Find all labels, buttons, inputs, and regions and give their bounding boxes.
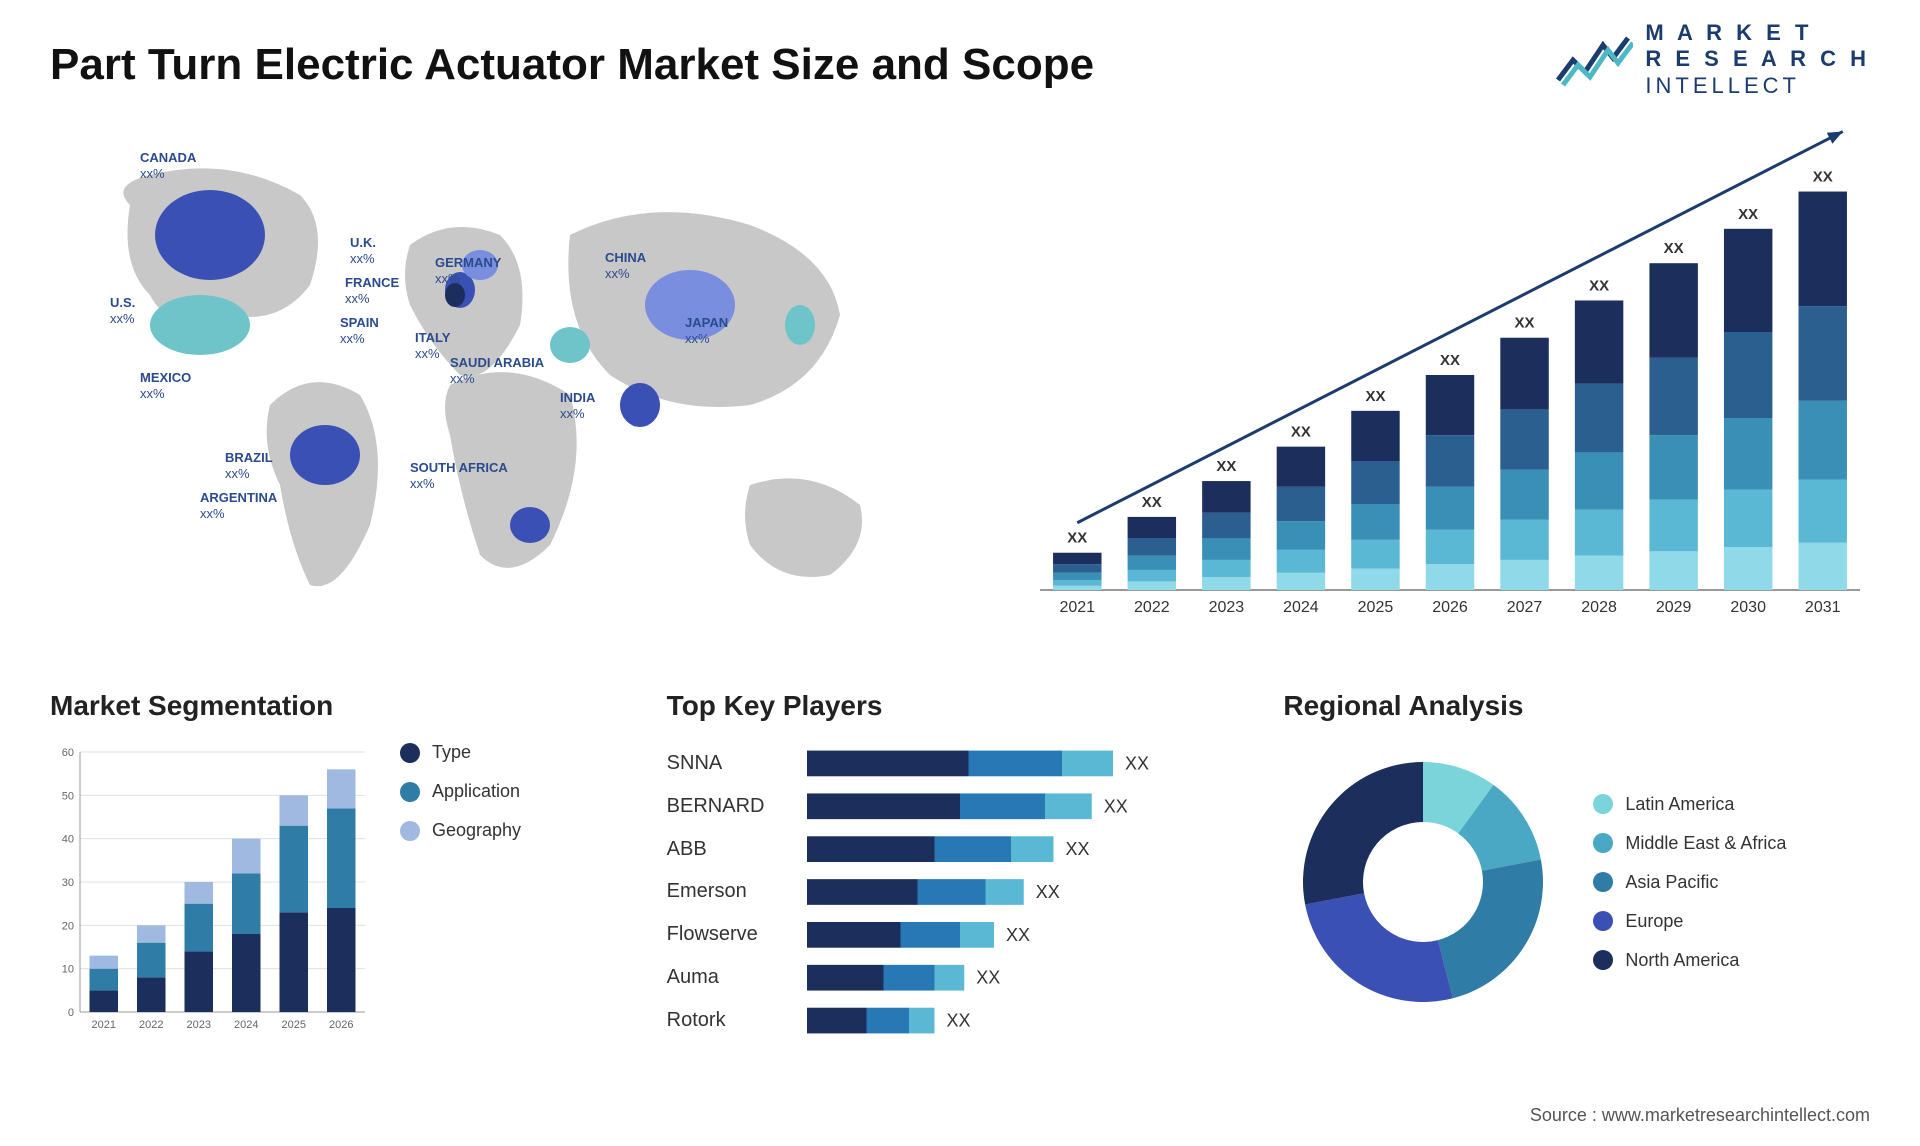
svg-text:0: 0 xyxy=(68,1007,74,1019)
legend-item: North America xyxy=(1593,950,1786,971)
svg-text:XX: XX xyxy=(1142,494,1162,511)
player-label: BERNARD xyxy=(667,785,787,828)
map-label: JAPANxx% xyxy=(685,315,728,346)
world-map: CANADAxx% U.S.xx% MEXICOxx% BRAZILxx% ARGENT… xyxy=(50,120,950,650)
svg-text:XX: XX xyxy=(1291,424,1311,441)
regional-panel: Regional Analysis Latin America Middle Ea… xyxy=(1283,690,1870,1042)
segmentation-title: Market Segmentation xyxy=(50,690,637,722)
svg-text:2021: 2021 xyxy=(92,1019,116,1031)
segmentation-panel: Market Segmentation 0 10 20 30 40 50 60 2021 202… xyxy=(50,690,637,1042)
logo-line2: R E S E A R C H xyxy=(1645,46,1870,72)
legend-item: Application xyxy=(400,781,521,802)
source-text: Source : www.marketresearchintellect.com xyxy=(1530,1105,1870,1126)
svg-text:2021: 2021 xyxy=(1059,599,1095,616)
players-chart: XX XX XX XX XX XX XX xyxy=(807,742,1207,1042)
svg-text:2022: 2022 xyxy=(139,1019,163,1031)
map-label: INDIAxx% xyxy=(560,390,595,421)
svg-text:XX: XX xyxy=(1216,458,1236,475)
map-label: ARGENTINAxx% xyxy=(200,490,277,521)
segmentation-chart: 0 10 20 30 40 50 60 2021 2022 2023 2024 2025 2026 xyxy=(50,742,370,1042)
svg-text:2023: 2023 xyxy=(1209,599,1245,616)
svg-text:2029: 2029 xyxy=(1656,599,1692,616)
svg-text:60: 60 xyxy=(62,747,74,759)
logo-line3: INTELLECT xyxy=(1645,73,1870,99)
legend-item: Latin America xyxy=(1593,794,1786,815)
svg-text:XX: XX xyxy=(1067,530,1087,547)
growth-bar-chart: XX 2021 XX 2022 XX 2023 XX 2024 XX 2025 XX 2026 XX 20… xyxy=(1010,120,1870,650)
svg-text:50: 50 xyxy=(62,790,74,802)
svg-text:XX: XX xyxy=(976,968,1000,988)
svg-text:XX: XX xyxy=(1440,352,1460,369)
legend-item: Middle East & Africa xyxy=(1593,833,1786,854)
svg-text:2026: 2026 xyxy=(1432,599,1468,616)
player-label: Flowserve xyxy=(667,913,787,956)
svg-text:2023: 2023 xyxy=(187,1019,211,1031)
players-title: Top Key Players xyxy=(667,690,1254,722)
map-label: SAUDI ARABIAxx% xyxy=(450,355,544,386)
players-label-list: SNNABERNARDABBEmersonFlowserveAumaRotork xyxy=(667,742,787,1042)
regional-legend: Latin America Middle East & Africa Asia Pa… xyxy=(1593,794,1786,971)
map-label: MEXICOxx% xyxy=(140,370,191,401)
logo-line1: M A R K E T xyxy=(1645,20,1870,46)
player-label: Emerson xyxy=(667,871,787,914)
player-label: SNNA xyxy=(667,742,787,785)
svg-text:XX: XX xyxy=(1738,206,1758,223)
svg-text:40: 40 xyxy=(62,834,74,846)
map-label: CANADAxx% xyxy=(140,150,196,181)
regional-donut xyxy=(1283,742,1563,1022)
svg-text:20: 20 xyxy=(62,920,74,932)
brand-logo: M A R K E T R E S E A R C H INTELLECT xyxy=(1553,20,1870,99)
player-label: Rotork xyxy=(667,999,787,1042)
svg-text:XX: XX xyxy=(1125,753,1149,773)
svg-text:2022: 2022 xyxy=(1134,599,1170,616)
svg-text:XX: XX xyxy=(1035,882,1059,902)
svg-text:30: 30 xyxy=(62,877,74,889)
svg-text:2024: 2024 xyxy=(234,1019,258,1031)
svg-text:XX: XX xyxy=(946,1011,970,1031)
svg-text:XX: XX xyxy=(1515,315,1535,332)
map-label: SPAINxx% xyxy=(340,315,379,346)
segmentation-legend: Type Application Geography xyxy=(400,742,521,841)
regional-title: Regional Analysis xyxy=(1283,690,1870,722)
svg-text:2026: 2026 xyxy=(329,1019,353,1031)
map-label: U.S.xx% xyxy=(110,295,135,326)
svg-text:XX: XX xyxy=(1664,240,1684,257)
svg-text:2028: 2028 xyxy=(1581,599,1617,616)
svg-text:2030: 2030 xyxy=(1730,599,1766,616)
svg-text:XX: XX xyxy=(1103,796,1127,816)
player-label: ABB xyxy=(667,828,787,871)
svg-text:2031: 2031 xyxy=(1805,599,1841,616)
svg-text:2025: 2025 xyxy=(282,1019,306,1031)
map-label: BRAZILxx% xyxy=(225,450,273,481)
map-label: CHINAxx% xyxy=(605,250,646,281)
player-label: Auma xyxy=(667,956,787,999)
map-label: U.K.xx% xyxy=(350,235,376,266)
svg-text:2027: 2027 xyxy=(1507,599,1543,616)
legend-item: Geography xyxy=(400,820,521,841)
map-label: GERMANYxx% xyxy=(435,255,501,286)
svg-text:XX: XX xyxy=(1065,839,1089,859)
map-label: SOUTH AFRICAxx% xyxy=(410,460,508,491)
svg-text:XX: XX xyxy=(1006,925,1030,945)
legend-item: Asia Pacific xyxy=(1593,872,1786,893)
players-panel: Top Key Players SNNABERNARDABBEmersonFlo… xyxy=(667,690,1254,1042)
logo-icon xyxy=(1553,30,1633,90)
svg-text:XX: XX xyxy=(1365,388,1385,405)
legend-item: Europe xyxy=(1593,911,1786,932)
svg-text:2024: 2024 xyxy=(1283,599,1319,616)
legend-item: Type xyxy=(400,742,521,763)
svg-text:XX: XX xyxy=(1589,277,1609,294)
map-label: ITALYxx% xyxy=(415,330,450,361)
svg-text:10: 10 xyxy=(62,964,74,976)
svg-text:2025: 2025 xyxy=(1358,599,1394,616)
svg-text:XX: XX xyxy=(1813,169,1833,186)
map-label: FRANCExx% xyxy=(345,275,399,306)
